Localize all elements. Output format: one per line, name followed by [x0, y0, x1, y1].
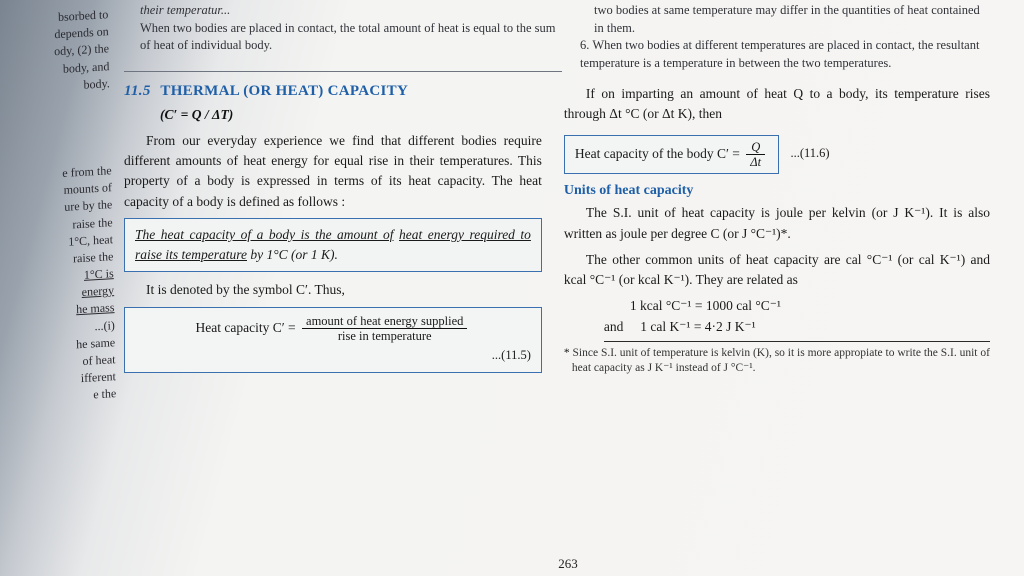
subsection-heading: Units of heat capacity — [564, 180, 990, 201]
formula-box: Heat capacity C′ = amount of heat energy… — [124, 307, 542, 373]
section-title: THERMAL (OR HEAT) CAPACITY — [160, 83, 408, 99]
fraction-numerator: amount of heat energy supplied — [302, 314, 467, 329]
section-formula: (C′ = Q / ΔT) — [160, 105, 542, 125]
paragraph: It is denoted by the symbol C′. Thus, — [124, 280, 542, 300]
list-item: 6. When two bodies at different temperat… — [580, 37, 982, 72]
partial-text: their temperatur... — [140, 3, 230, 17]
equation-number: ...(11.5) — [492, 348, 531, 362]
section-number: 11.5 — [124, 83, 151, 99]
list-item-text: When two bodies are placed in contact, t… — [140, 21, 556, 53]
fraction-numerator: Q — [746, 140, 765, 155]
formula-row: Heat capacity of the body C′ = Q Δt ...(… — [564, 131, 990, 177]
top-right-items: two bodies at same temperature may diffe… — [580, 2, 990, 72]
definition-box: The heat capacity of a body is the amoun… — [124, 218, 542, 273]
list-number: 6. — [580, 38, 589, 52]
top-left-item: their temperatur... When two bodies are … — [124, 2, 562, 72]
two-column-body: 11.5 THERMAL (OR HEAT) CAPACITY (C′ = Q … — [124, 80, 990, 377]
relation-prefix: and — [604, 319, 624, 334]
footnote-text: Since S.I. unit of temperature is kelvin… — [572, 347, 990, 375]
page-content: their temperatur... When two bodies are … — [118, 0, 1018, 576]
paragraph: The other common units of heat capacity … — [564, 250, 990, 291]
equation-number: ...(11.6) — [790, 146, 829, 160]
relation-line: and 1 cal K⁻¹ = 4·2 J K⁻¹ — [604, 317, 990, 337]
relation-block: 1 kcal °C⁻¹ = 1000 cal °C⁻¹ and 1 cal K⁻… — [604, 296, 990, 342]
left-column: 11.5 THERMAL (OR HEAT) CAPACITY (C′ = Q … — [124, 80, 542, 377]
top-list-row: their temperatur... When two bodies are … — [124, 2, 990, 72]
paragraph: If on imparting an amount of heat Q to a… — [564, 84, 990, 125]
definition-line: by 1°C (or 1 K). — [250, 247, 338, 262]
paragraph: The S.I. unit of heat capacity is joule … — [564, 203, 990, 244]
formula-box: Heat capacity of the body C′ = Q Δt — [564, 135, 779, 175]
section-heading: 11.5 THERMAL (OR HEAT) CAPACITY — [124, 80, 542, 103]
paragraph: From our everyday experience we find tha… — [124, 131, 542, 212]
relation-line: 1 kcal °C⁻¹ = 1000 cal °C⁻¹ — [630, 296, 990, 316]
textbook-page: bsorbed to depends on ody, (2) the body,… — [0, 0, 1024, 576]
fraction-denominator: Δt — [746, 155, 765, 169]
definition-line: The heat capacity of a body is the amoun… — [135, 227, 394, 242]
list-item-text: When two bodies at different temperature… — [580, 38, 979, 70]
formula-label: Heat capacity of the body C′ = — [575, 145, 740, 160]
page-number: 263 — [558, 556, 578, 572]
list-item-text: two bodies at same temperature may diffe… — [580, 2, 982, 37]
fraction: Q Δt — [746, 140, 765, 170]
footnote: * Since S.I. unit of temperature is kelv… — [564, 346, 990, 377]
formula-label: Heat capacity C′ = — [196, 319, 296, 334]
fraction-denominator: rise in temperature — [302, 329, 467, 343]
relation-text: 1 cal K⁻¹ = 4·2 J K⁻¹ — [640, 319, 755, 334]
previous-page-margin: bsorbed to depends on ody, (2) the body,… — [0, 0, 124, 576]
fraction: amount of heat energy supplied rise in t… — [302, 314, 467, 344]
footnote-marker: * — [564, 347, 573, 359]
right-column: If on imparting an amount of heat Q to a… — [564, 80, 990, 377]
